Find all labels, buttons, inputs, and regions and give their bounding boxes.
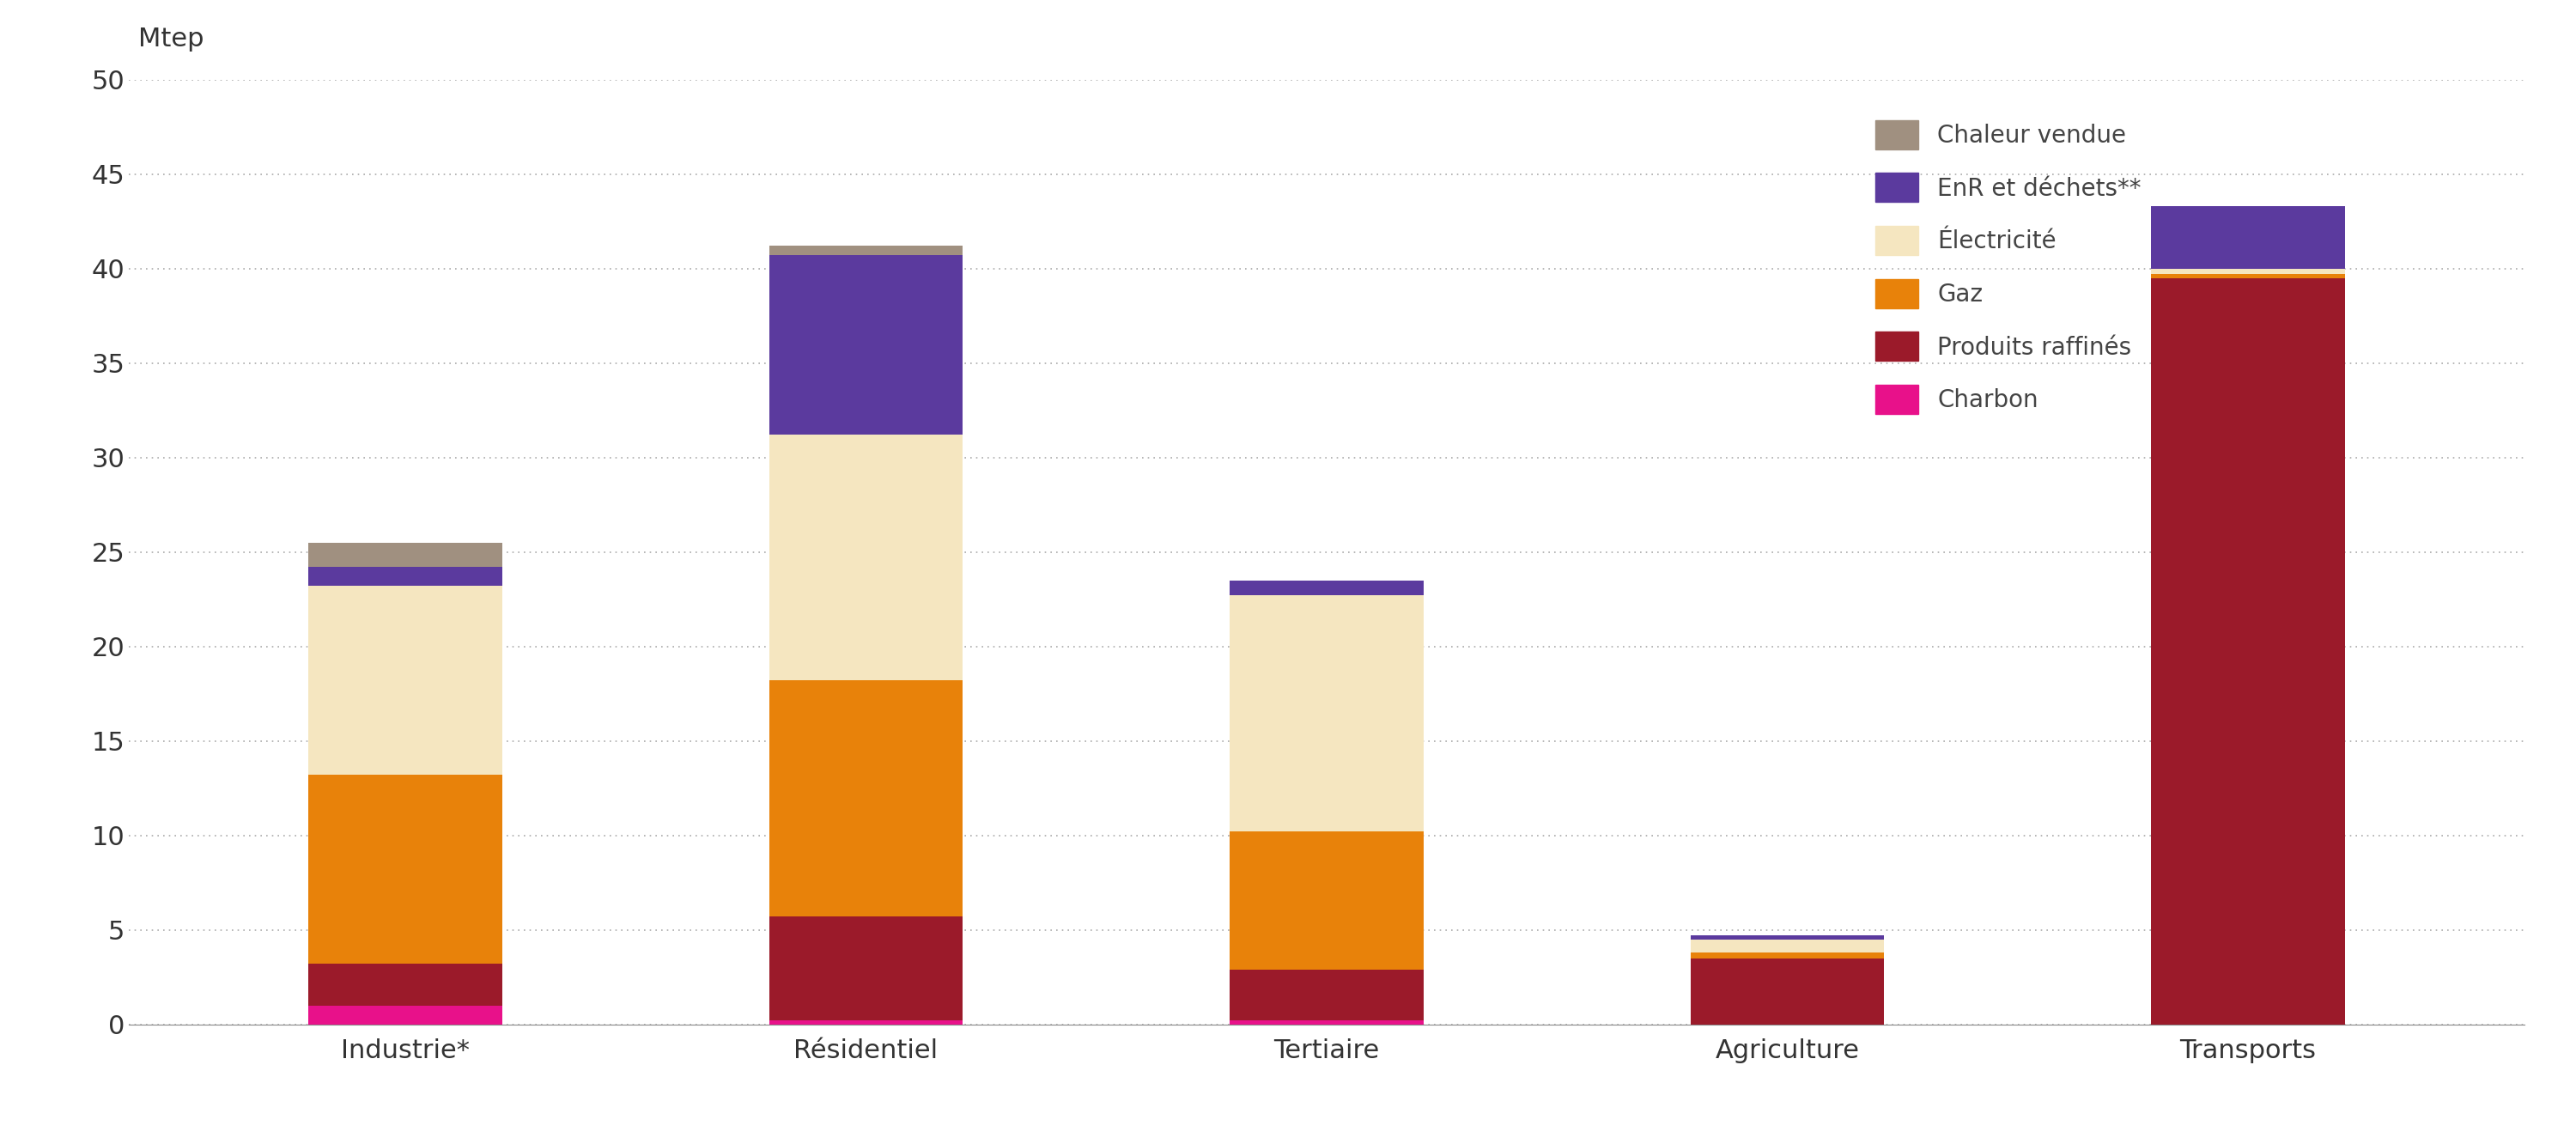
Bar — [1690, 958, 1883, 1024]
Bar — [1229, 832, 1425, 970]
Bar — [770, 435, 963, 681]
Legend: Chaleur vendue, EnR et déchets**, Électricité, Gaz, Produits raffinés, Charbon: Chaleur vendue, EnR et déchets**, Électr… — [1865, 110, 2151, 423]
Bar — [770, 255, 963, 435]
Bar — [1690, 939, 1883, 953]
Bar — [1229, 1021, 1425, 1024]
Bar — [2151, 206, 2344, 269]
Bar — [309, 964, 502, 1005]
Bar — [309, 543, 502, 567]
Bar — [309, 567, 502, 586]
Bar — [770, 1021, 963, 1024]
Bar — [1690, 935, 1883, 939]
Bar — [309, 586, 502, 775]
Bar — [770, 681, 963, 916]
Bar — [2151, 274, 2344, 278]
Text: Mtep: Mtep — [139, 26, 204, 51]
Bar — [770, 916, 963, 1021]
Bar — [770, 246, 963, 255]
Bar — [309, 775, 502, 964]
Bar — [1229, 580, 1425, 595]
Bar — [309, 1005, 502, 1024]
Bar — [1690, 953, 1883, 958]
Bar — [1229, 970, 1425, 1021]
Bar — [2151, 269, 2344, 274]
Bar — [1229, 595, 1425, 832]
Bar — [2151, 278, 2344, 1024]
